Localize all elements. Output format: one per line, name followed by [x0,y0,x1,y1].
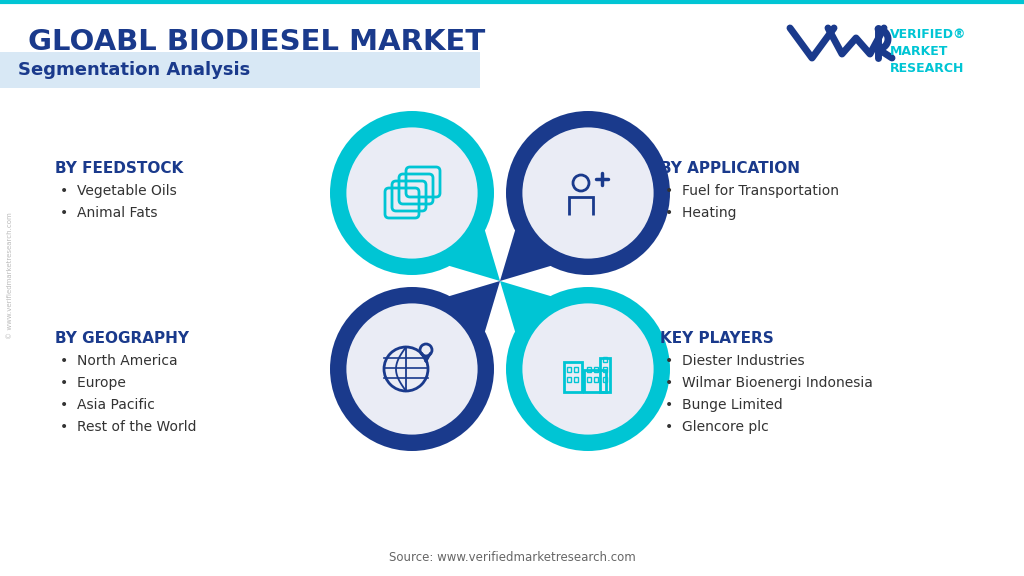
Circle shape [346,304,477,435]
Text: GLOABL BIODIESEL MARKET: GLOABL BIODIESEL MARKET [28,28,485,56]
Bar [603,357,607,362]
Circle shape [330,111,494,275]
Text: •  North America: • North America [60,354,177,368]
Text: BY FEEDSTOCK: BY FEEDSTOCK [55,161,183,176]
Bar [584,370,606,392]
Polygon shape [500,190,591,281]
Text: BY APPLICATION: BY APPLICATION [660,161,800,176]
Bar [587,377,591,382]
Text: •  Fuel for Transportation: • Fuel for Transportation [665,184,839,198]
Circle shape [506,111,670,275]
Text: VERIFIED®
MARKET
RESEARCH: VERIFIED® MARKET RESEARCH [890,28,967,75]
Text: •  Europe: • Europe [60,376,126,390]
Bar [603,377,607,382]
Text: BY GEOGRAPHY: BY GEOGRAPHY [55,331,189,346]
Text: •  Diester Industries: • Diester Industries [665,354,805,368]
Polygon shape [410,281,500,372]
Polygon shape [500,281,591,372]
Text: •  Asia Pacific: • Asia Pacific [60,398,155,412]
Text: •  Wilmar Bioenergi Indonesia: • Wilmar Bioenergi Indonesia [665,376,872,390]
Bar [567,367,571,372]
Bar [587,367,591,372]
Text: •  Animal Fats: • Animal Fats [60,206,158,220]
Text: •  Bunge Limited: • Bunge Limited [665,398,782,412]
Text: Segmentation Analysis: Segmentation Analysis [18,61,250,79]
Bar [564,362,582,392]
Text: Source: www.verifiedmarketresearch.com: Source: www.verifiedmarketresearch.com [389,551,635,564]
Bar [574,367,578,372]
Bar [0,52,480,88]
Bar [603,367,607,372]
Polygon shape [410,190,500,281]
Circle shape [506,287,670,451]
Bar [594,377,598,382]
Circle shape [522,304,653,435]
Bar [594,367,598,372]
Circle shape [330,287,494,451]
Bar [600,358,610,392]
Circle shape [346,127,477,259]
Text: •  Vegetable Oils: • Vegetable Oils [60,184,177,198]
Text: KEY PLAYERS: KEY PLAYERS [660,331,774,346]
Text: © www.verifiedmarketresearch.com: © www.verifiedmarketresearch.com [7,213,13,339]
Text: •  Rest of the World: • Rest of the World [60,420,197,434]
Text: •  Heating: • Heating [665,206,736,220]
Bar [567,377,571,382]
Bar [574,377,578,382]
Text: •  Glencore plc: • Glencore plc [665,420,769,434]
Circle shape [522,127,653,259]
